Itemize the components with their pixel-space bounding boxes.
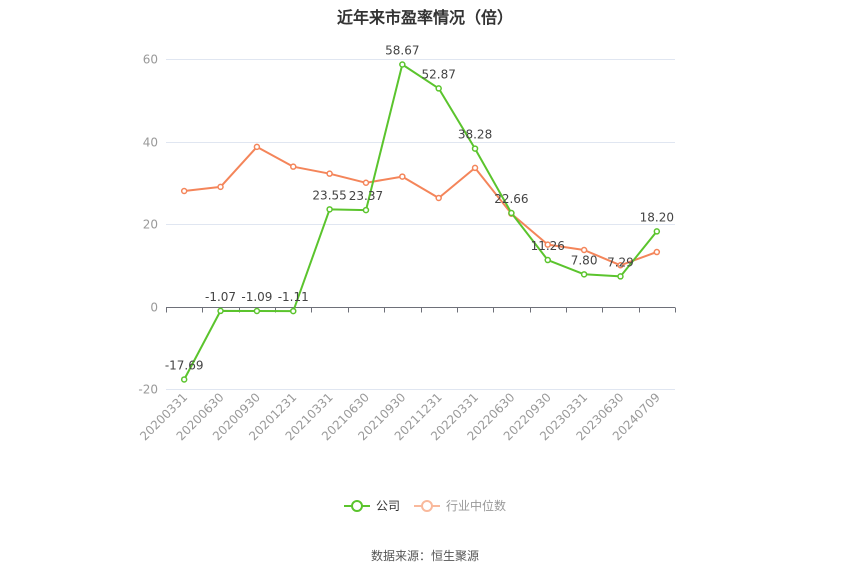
legend-item-company[interactable]: 公司 xyxy=(343,497,400,514)
y-tick-label: 60 xyxy=(143,53,158,67)
data-point[interactable] xyxy=(544,241,551,248)
data-point[interactable] xyxy=(617,273,624,280)
data-point[interactable] xyxy=(217,307,224,315)
data-point[interactable] xyxy=(326,170,333,177)
data-point[interactable] xyxy=(435,194,442,202)
data-label: 7.80 xyxy=(571,253,598,267)
grid-lines xyxy=(166,59,675,390)
y-axis-tick-labels: -20 0 20 40 60 xyxy=(138,53,158,397)
data-label: 52.87 xyxy=(421,67,455,81)
x-axis xyxy=(166,307,676,313)
data-label: 23.37 xyxy=(349,189,383,203)
data-point[interactable] xyxy=(362,206,370,214)
data-point[interactable] xyxy=(253,307,261,315)
data-point[interactable] xyxy=(326,206,333,213)
legend-label-company: 公司 xyxy=(375,499,400,513)
data-point[interactable] xyxy=(435,85,442,92)
x-axis-tick-labels: 2020033120200630202009302020123120210331… xyxy=(137,390,663,443)
data-label: 23.55 xyxy=(312,188,346,202)
data-point[interactable] xyxy=(508,209,515,217)
data-point[interactable] xyxy=(399,61,406,68)
data-label: 58.67 xyxy=(385,43,419,57)
data-point[interactable] xyxy=(653,248,661,256)
data-label: 18.20 xyxy=(640,210,674,224)
data-point[interactable] xyxy=(471,164,479,172)
data-label: 38.28 xyxy=(458,128,492,142)
legend-label-industry: 行业中位数 xyxy=(446,499,507,513)
chart-title: 近年来市盈率情况（倍） xyxy=(336,8,513,27)
data-label: -17.69 xyxy=(165,358,204,372)
data-point[interactable] xyxy=(362,179,370,186)
data-label: -1.07 xyxy=(205,290,236,304)
y-tick-label: -20 xyxy=(138,383,158,397)
data-label: 7.29 xyxy=(607,255,634,269)
data-label: -1.09 xyxy=(241,290,272,304)
legend-company-icon xyxy=(343,499,370,512)
data-point[interactable] xyxy=(290,307,297,315)
data-source: 数据来源：恒生聚源 xyxy=(370,549,479,563)
data-point[interactable] xyxy=(580,271,588,278)
data-point[interactable] xyxy=(399,173,406,180)
y-tick-label: 40 xyxy=(143,136,158,150)
legend-industry-icon xyxy=(414,499,440,512)
data-point[interactable] xyxy=(544,256,551,264)
data-label: 22.66 xyxy=(494,192,528,206)
series-line xyxy=(184,145,658,267)
series-company xyxy=(180,61,661,383)
data-labels: -17.69 -1.07 -1.09 -1.11 23.55 23.37 58.6752.8… xyxy=(165,43,674,372)
y-tick-label: 0 xyxy=(150,301,158,315)
data-point[interactable] xyxy=(253,143,261,151)
data-label: 11.26 xyxy=(531,239,565,253)
data-point[interactable] xyxy=(180,376,188,383)
data-point[interactable] xyxy=(290,163,297,170)
data-point[interactable] xyxy=(617,262,624,269)
y-tick-label: 20 xyxy=(143,218,158,232)
series-line xyxy=(183,63,658,380)
data-label: -1.11 xyxy=(278,290,309,304)
data-point[interactable] xyxy=(580,246,588,254)
data-point[interactable] xyxy=(217,183,224,191)
series-industry-median xyxy=(180,143,661,269)
legend-item-industry[interactable]: 行业中位数 xyxy=(414,497,506,514)
data-point[interactable] xyxy=(653,228,661,235)
legend: 公司 行业中位数 xyxy=(0,497,850,514)
data-point[interactable] xyxy=(471,145,479,152)
data-point[interactable] xyxy=(180,187,188,195)
